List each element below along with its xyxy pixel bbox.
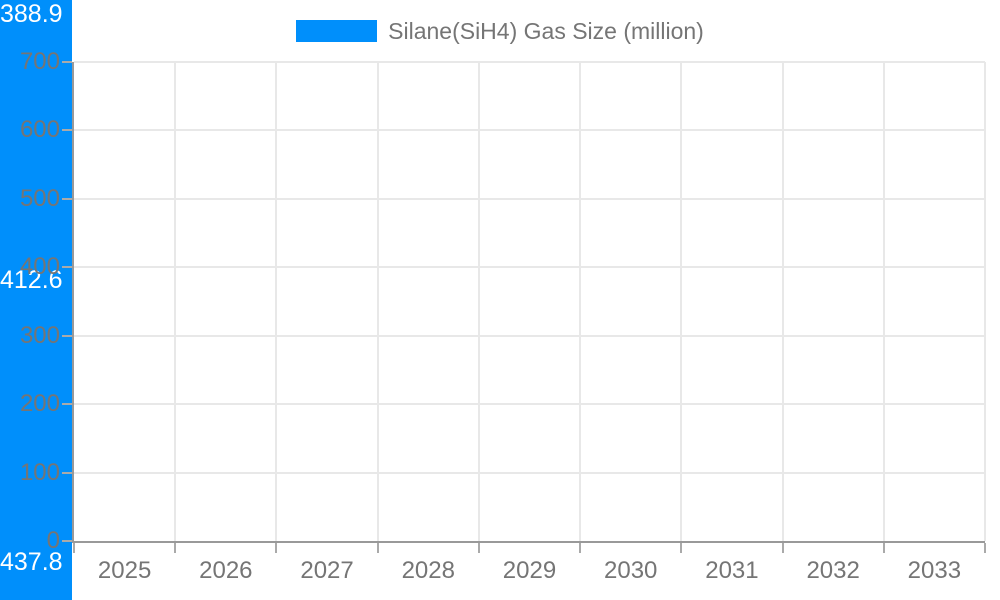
v-gridline — [680, 62, 683, 541]
x-tick-label: 2026 — [199, 557, 253, 584]
h-gridline — [74, 129, 985, 132]
v-gridline — [984, 62, 986, 541]
v-gridline — [477, 62, 480, 541]
h-gridline — [74, 197, 985, 200]
y-tick — [62, 471, 72, 474]
x-tick-label: 2027 — [300, 557, 354, 584]
y-tick — [62, 403, 72, 406]
x-axis-line — [72, 541, 985, 543]
y-tick — [62, 266, 72, 269]
x-tick-label: 2031 — [705, 557, 759, 584]
x-tick-label: 2028 — [401, 557, 455, 584]
y-tick — [62, 197, 72, 200]
x-tick-label: 2025 — [97, 557, 152, 584]
y-tick — [62, 129, 72, 132]
bar[interactable]: 437.8 — [0, 548, 72, 600]
x-tick — [174, 543, 177, 553]
x-tick-label: 2033 — [907, 557, 962, 584]
legend-swatch-icon — [296, 20, 378, 42]
y-tick-label: 100 — [19, 458, 60, 486]
x-tick-label: 2032 — [806, 557, 860, 584]
y-tick-label: 300 — [19, 321, 60, 349]
x-tick — [376, 543, 379, 553]
x-tick — [73, 543, 75, 553]
v-gridline — [376, 62, 379, 541]
x-tick — [477, 543, 480, 553]
bar-value-label: 437.8 — [0, 548, 63, 577]
x-tick — [781, 543, 784, 553]
y-tick-label: 700 — [19, 48, 60, 75]
bar[interactable]: 412.6 — [0, 266, 72, 549]
x-tick — [882, 543, 885, 553]
x-tick — [680, 543, 683, 553]
bar[interactable]: 388.9 — [0, 0, 72, 267]
y-tick — [62, 61, 72, 63]
y-tick-label: 600 — [19, 116, 60, 144]
y-tick-label: 500 — [19, 184, 60, 212]
x-tick-label: 2029 — [502, 557, 557, 584]
bar-value-label: 412.6 — [0, 266, 63, 295]
h-gridline — [74, 334, 985, 337]
h-gridline — [74, 403, 985, 406]
y-tick-label: 0 — [46, 527, 60, 554]
v-gridline — [882, 62, 885, 541]
x-tick — [579, 543, 582, 553]
y-tick — [62, 540, 72, 542]
v-gridline — [174, 62, 177, 541]
h-gridline — [74, 266, 985, 269]
h-gridline — [74, 471, 985, 474]
x-tick — [984, 543, 986, 553]
y-tick-label: 400 — [19, 253, 60, 281]
bar-value-label: 388.9 — [0, 0, 63, 28]
v-gridline — [579, 62, 582, 541]
v-gridline — [781, 62, 784, 541]
y-axis-line — [72, 62, 74, 543]
y-tick-label: 200 — [19, 390, 60, 418]
h-gridline — [74, 61, 985, 63]
y-tick — [62, 334, 72, 337]
legend-label: Silane(SiH4) Gas Size (million) — [388, 18, 704, 44]
legend[interactable]: Silane(SiH4) Gas Size (million) — [0, 18, 1000, 44]
x-tick — [275, 543, 278, 553]
x-tick-label: 2030 — [604, 557, 658, 584]
v-gridline — [275, 62, 278, 541]
